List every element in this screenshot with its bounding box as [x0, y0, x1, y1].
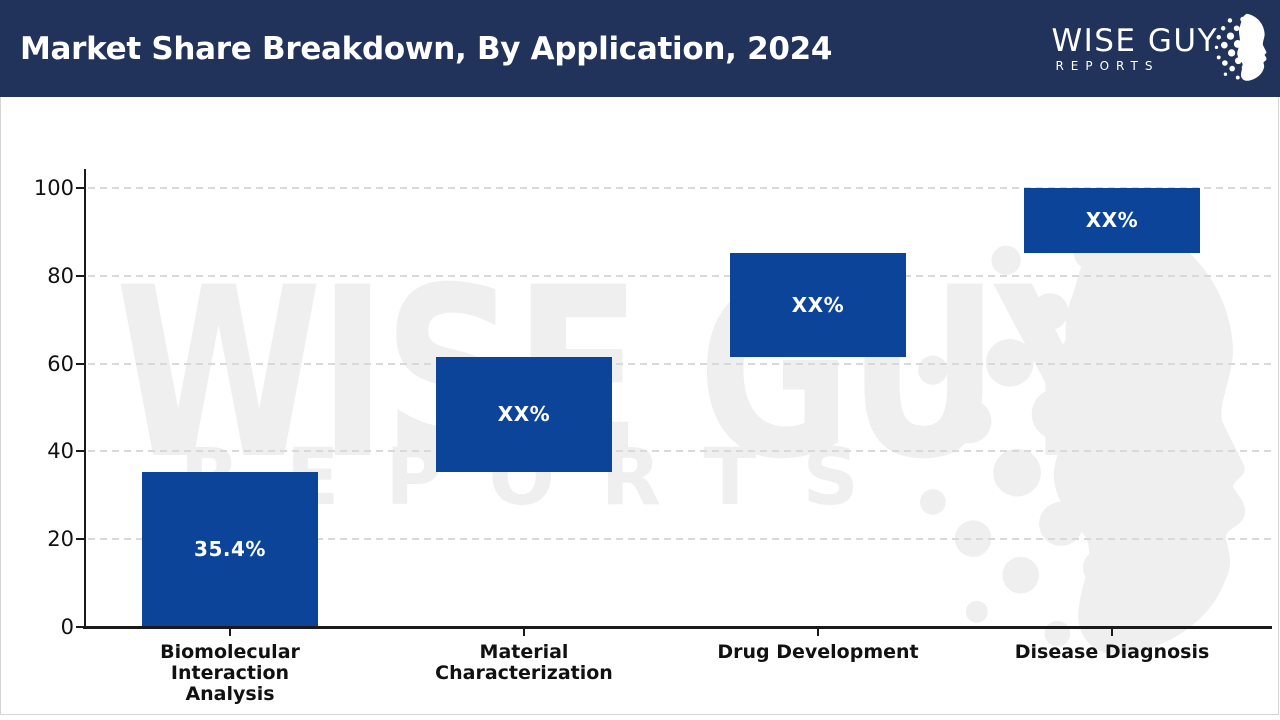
watermark-wiseguy-text: WISE GUY [115, 238, 1131, 511]
chart-title: Market Share Breakdown, By Application, … [20, 30, 833, 67]
y-axis-label: 20 [47, 527, 74, 552]
y-axis-line [84, 169, 86, 629]
gridline [88, 450, 1272, 453]
x-axis-tick [1111, 629, 1113, 636]
header: Market Share Breakdown, By Application, … [0, 0, 1280, 97]
y-axis-label: 0 [60, 615, 74, 639]
wiseguy-face-logo-icon [1214, 13, 1267, 81]
gridline [88, 362, 1272, 365]
bar-value-label: XX% [497, 402, 551, 427]
y-axis-tick [76, 538, 84, 541]
bar-segment: XX% [1024, 188, 1200, 253]
y-axis-tick [76, 187, 84, 189]
x-axis-tick [229, 629, 231, 636]
x-category-label-line: Material [479, 641, 569, 663]
x-category-label-line: Biomolecular [160, 641, 300, 663]
gridline [88, 274, 1272, 277]
y-axis-label: 60 [47, 351, 74, 376]
x-category-label-line: Disease Diagnosis [1014, 641, 1210, 663]
bar-value-label: XX% [791, 292, 845, 317]
x-category-label: Biomolecular Interaction Analysis [110, 642, 350, 705]
bar-segment: XX% [436, 356, 612, 472]
plot: 0 20 40 60 80 100 35.4% Biomolecular Interaction… [0, 97, 1280, 720]
x-axis-tick [523, 629, 525, 636]
x-category-label-line: Characterization [435, 662, 613, 684]
y-axis-tick [76, 362, 84, 365]
gridline [88, 187, 1272, 189]
x-category-label-line: Drug Development [717, 641, 919, 663]
brand-logo: WISE GUY REPORTS [1051, 6, 1268, 91]
y-axis-label: 100 [33, 176, 74, 200]
brand-subtitle: REPORTS [1055, 59, 1160, 74]
y-axis-tick [76, 626, 84, 628]
bar-value-label: 35.4% [194, 537, 266, 562]
x-category-label-line: Analysis [185, 683, 275, 705]
y-axis-tick [76, 450, 84, 453]
y-axis-label: 80 [47, 263, 74, 288]
brand-text: WISE GUY REPORTS [1051, 24, 1218, 73]
x-category-label-line: Interaction [170, 662, 290, 684]
brand-name: WISE GUY [1051, 22, 1218, 59]
chart-area: WISE GUY REPORTS 0 20 40 60 80 100 35.4% Biomol… [0, 97, 1280, 720]
x-axis-line [83, 626, 1272, 629]
bar-value-label: XX% [1085, 208, 1139, 233]
bar-segment: XX% [730, 252, 906, 357]
x-category-label: Material Characterization [404, 642, 644, 684]
x-category-label: Drug Development [698, 642, 938, 663]
bar-segment: 35.4% [142, 471, 318, 627]
y-axis-label: 40 [47, 439, 74, 464]
gridline [88, 538, 1272, 541]
x-category-label: Disease Diagnosis [992, 642, 1232, 663]
x-axis-tick [817, 629, 819, 636]
y-axis-tick [76, 274, 84, 277]
